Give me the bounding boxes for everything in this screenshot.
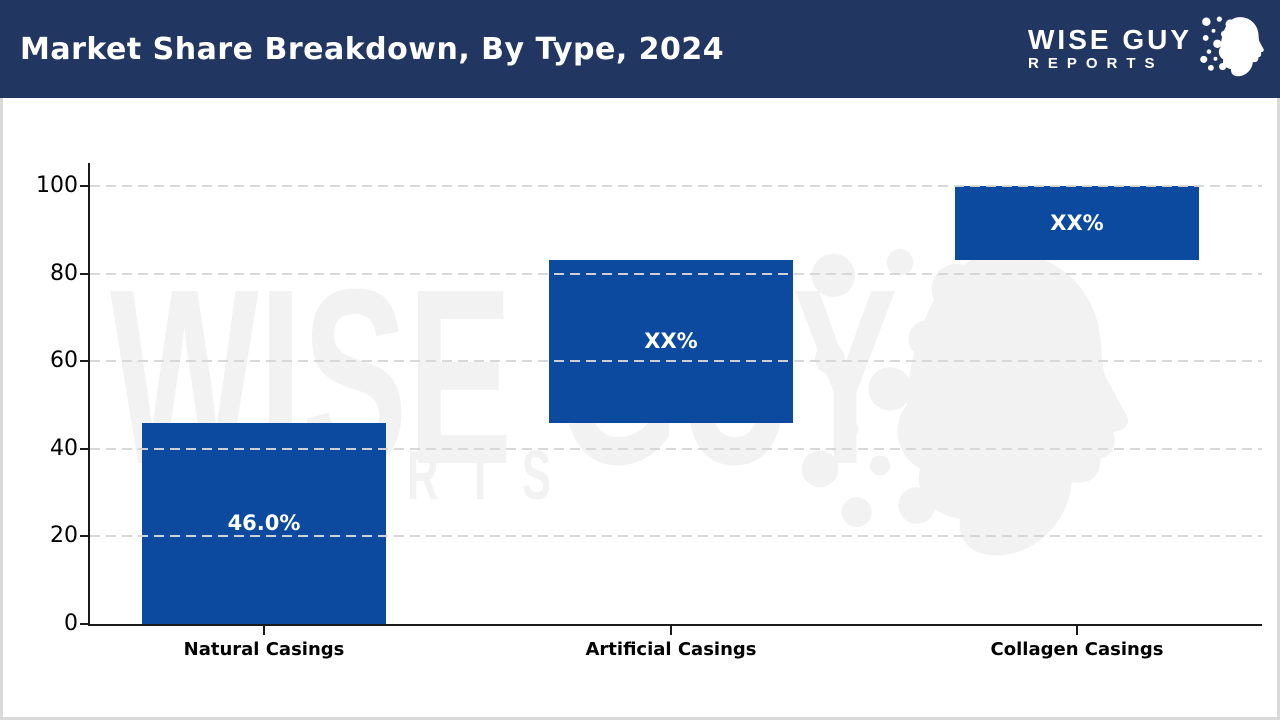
y-tick-80 (80, 272, 89, 275)
x-axis-label: Artificial Casings (585, 639, 757, 660)
bar-value-label: 46.0% (227, 511, 301, 536)
y-tick-60 (80, 360, 89, 363)
y-tick-0 (80, 623, 89, 625)
x-axis-label: Natural Casings (183, 639, 345, 660)
x-tick-1 (670, 626, 672, 635)
gridline-40 (90, 447, 1262, 450)
y-tick-label: 60 (50, 348, 78, 374)
gridline-60 (90, 360, 1262, 363)
y-tick-label: 20 (50, 523, 78, 549)
y-tick-label: 100 (36, 173, 78, 198)
x-axis-spine (88, 624, 1262, 626)
gridline-80 (90, 272, 1262, 275)
y-tick-label: 0 (64, 611, 78, 636)
bar-value-label: XX% (644, 329, 698, 354)
x-tick-0 (263, 626, 265, 635)
y-tick-20 (80, 535, 89, 538)
gridline-20 (90, 535, 1262, 538)
y-axis-spine (88, 163, 90, 625)
y-tick-100 (80, 185, 89, 187)
bar-collagen-casings: XX% (955, 186, 1199, 261)
gridline-100 (90, 185, 1262, 187)
dotted-head-profile-icon (1200, 16, 1264, 77)
page-title: Market Share Breakdown, By Type, 2024 (20, 31, 725, 67)
y-tick-label: 80 (50, 260, 78, 286)
bar-natural-casings: 46.0% (142, 422, 386, 624)
brand-subtitle: REPORTS (1027, 55, 1164, 73)
brand-logo: WISE GUY REPORTS (1028, 13, 1280, 85)
x-tick-2 (1076, 626, 1078, 635)
brand-name: WISE GUY (1027, 24, 1192, 56)
header-bar: Market Share Breakdown, By Type, 2024 WI… (0, 0, 1280, 98)
y-tick-40 (80, 447, 89, 450)
x-axis-label: Collagen Casings (990, 639, 1164, 660)
bar-value-label: XX% (1050, 211, 1104, 236)
bar-artificial-casings: XX% (549, 260, 793, 423)
brand-wordmark: WISE GUY REPORTS (1028, 25, 1192, 72)
y-tick-label: 40 (50, 435, 78, 461)
